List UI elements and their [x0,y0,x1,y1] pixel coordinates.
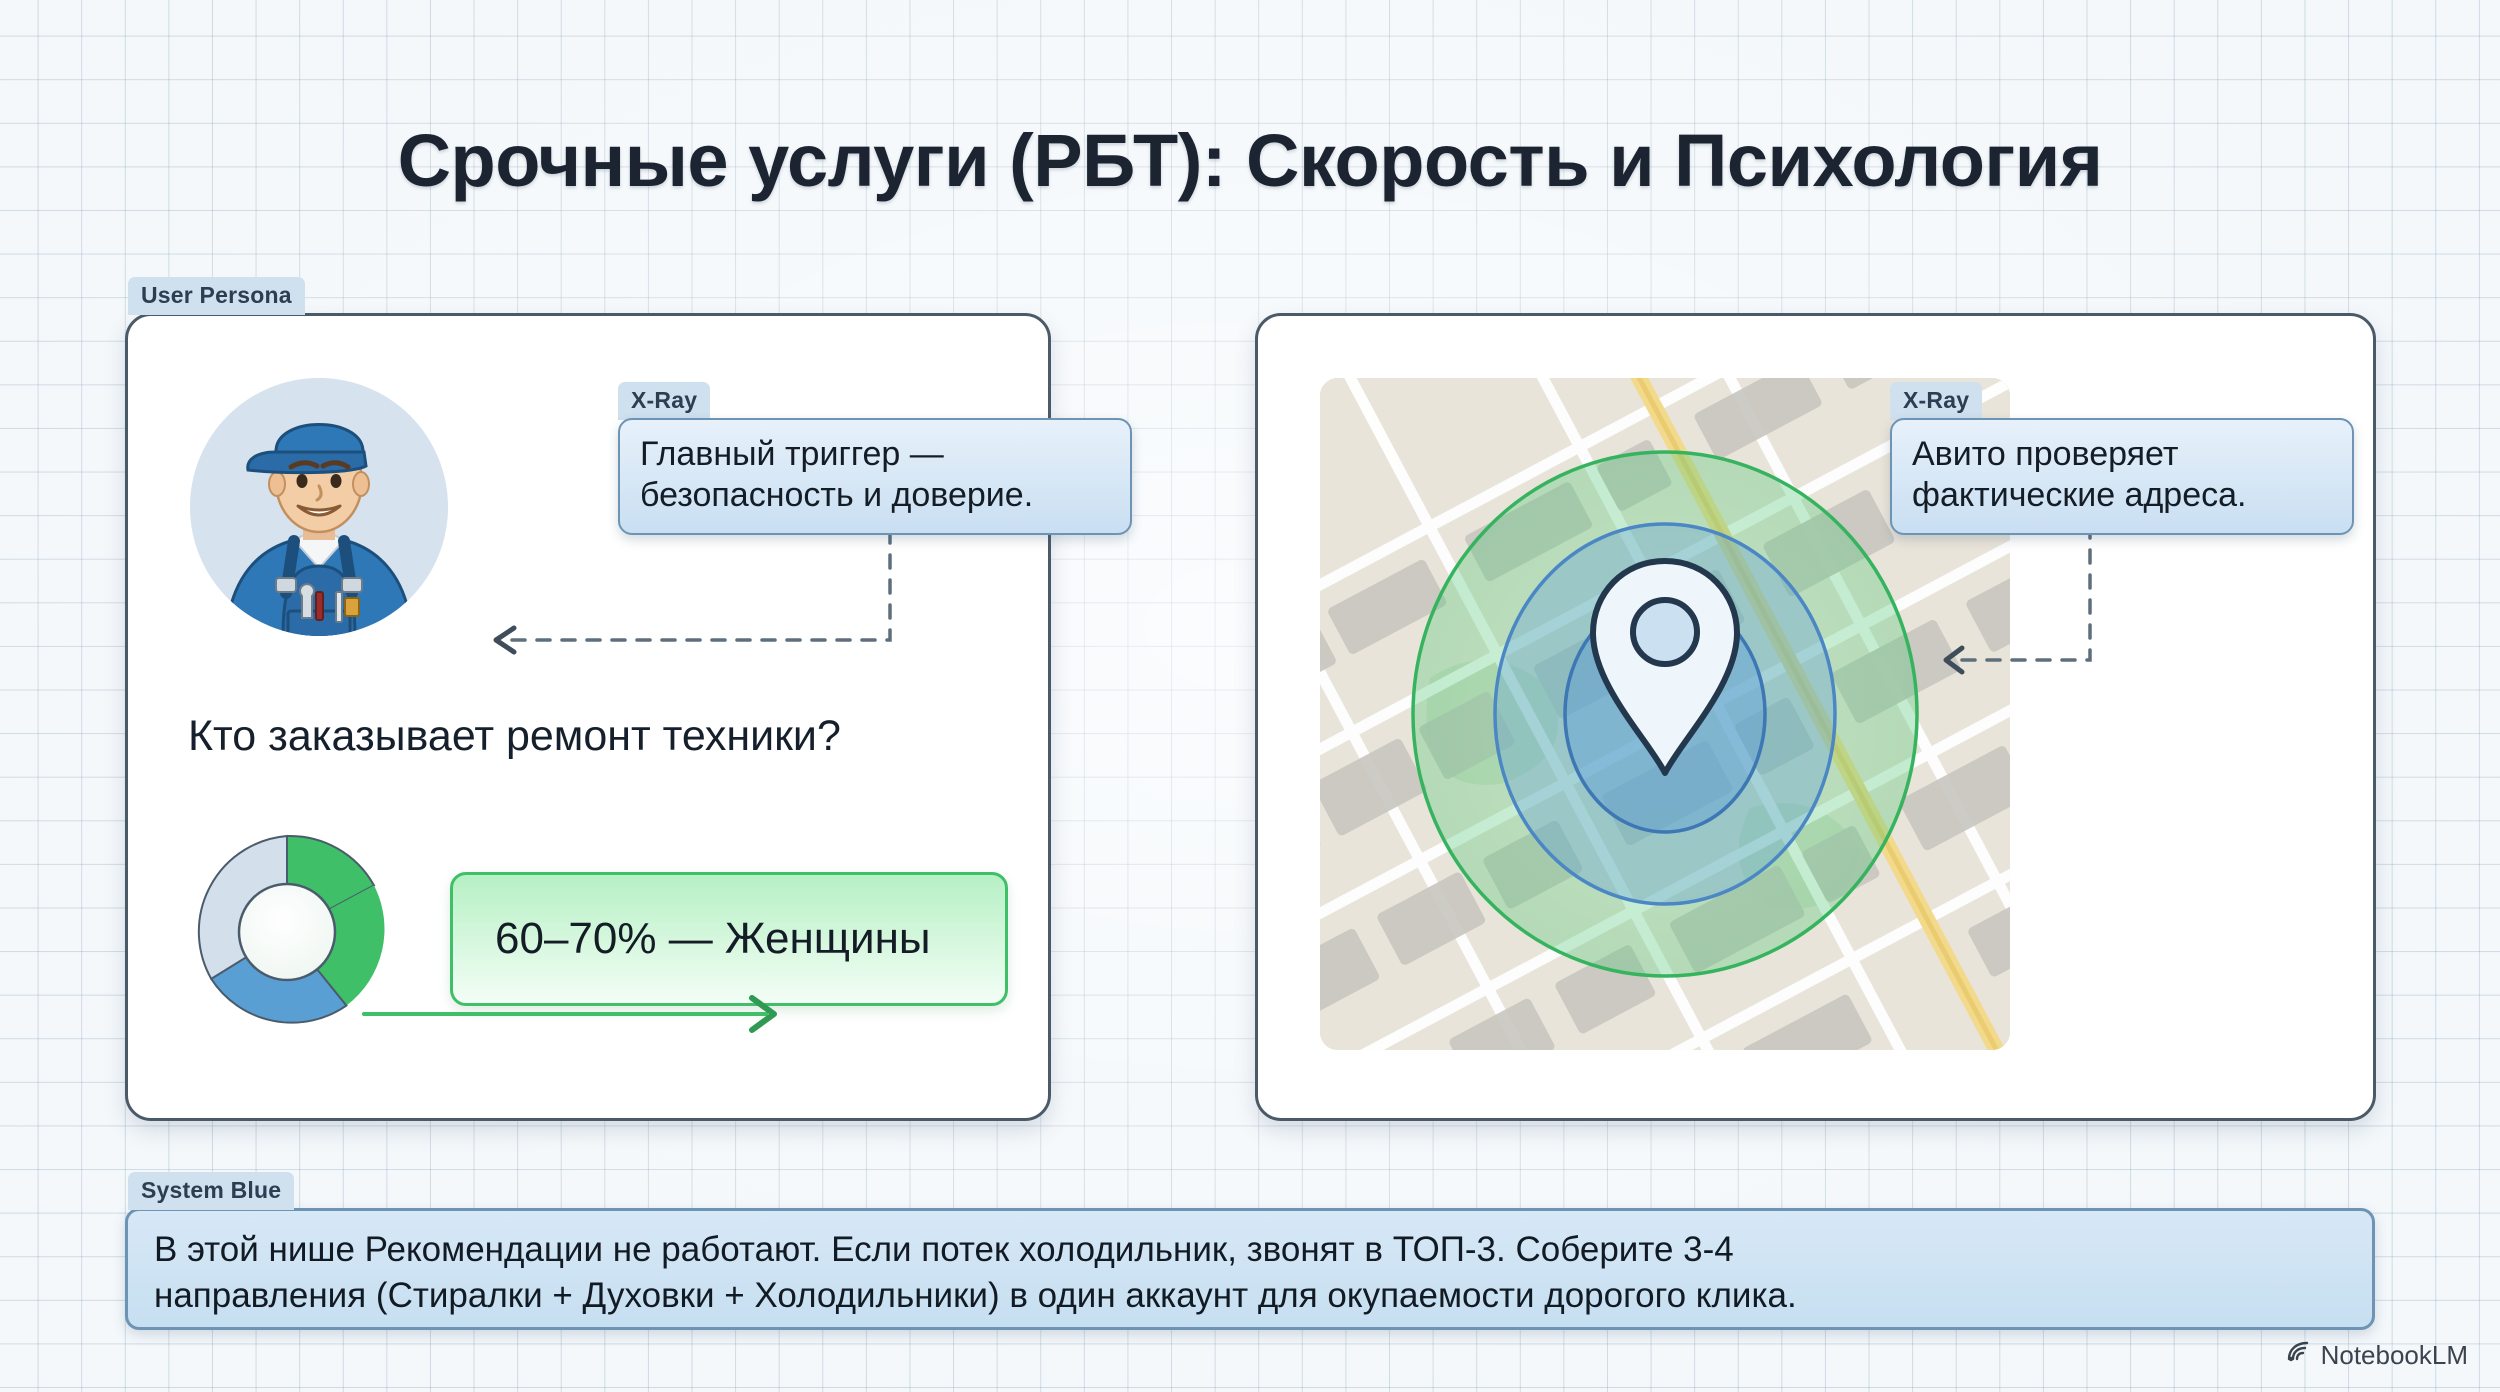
xray-callout-persona: Главный триггер — безопасность и доверие… [618,418,1132,535]
system-blue-banner: В этой нише Рекомендации не работают. Ес… [125,1208,2375,1330]
page-title: Срочные услуги (РБТ): Скорость и Психоло… [397,119,2103,202]
xray-geo-line-1: Авито проверяет [1912,435,2179,473]
gender-donut-chart [197,834,385,1024]
notebooklm-label: NotebookLM [2320,1340,2468,1370]
connector-geo [1943,498,2092,675]
section-tag-user-persona: User Persona [128,277,305,315]
persona-question-text: Кто заказывает ремонт техники? [188,712,841,760]
xray-callout-line-2: безопасность и доверие. [640,476,1034,515]
technician-avatar-icon [190,378,448,636]
xray-callout-geo: Авито проверяет фактические адреса. [1890,418,2354,535]
stat-callout-label: 60–70% — Женщины [495,914,931,963]
notebooklm-watermark: NotebookLM [2286,1339,2468,1372]
section-tag-system-blue: System Blue [128,1172,295,1210]
map-pin-icon [1590,558,1740,776]
system-blue-line-2: направления (Стиралки + Духовки + Холоди… [154,1276,1797,1316]
connector-persona [493,528,892,655]
xray-geo-line-2: фактические адреса. [1912,476,2247,515]
xray-tag-persona: X-Ray [618,382,711,420]
stat-flow-arrow [362,995,777,1033]
xray-callout-line-1: Главный триггер — [640,435,944,473]
system-blue-line-1: В этой нише Рекомендации не работают. Ес… [154,1230,1734,1269]
xray-tag-geo: X-Ray [1890,382,1983,420]
stat-callout-women: 60–70% — Женщины [450,872,1008,1006]
notebooklm-logo-icon [2286,1339,2312,1372]
